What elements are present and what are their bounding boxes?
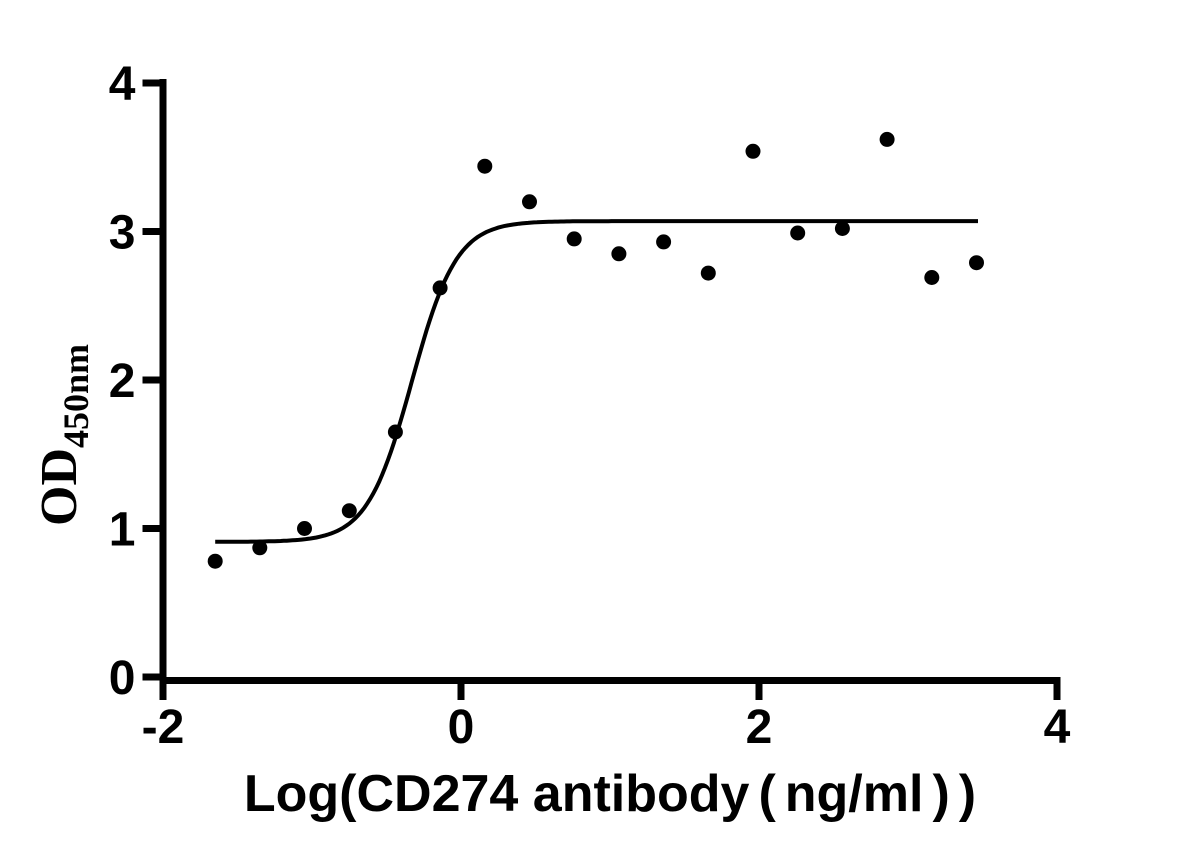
data-point [969, 255, 984, 271]
x-tick-label: -2 [142, 701, 185, 754]
data-point [700, 265, 716, 281]
data-point [924, 270, 940, 285]
x-axis-title: Log(CD274 antibody(ng/ml)) [163, 764, 1057, 824]
data-points-group [207, 131, 984, 569]
data-point [834, 221, 850, 236]
y-tick [142, 79, 160, 87]
x-tick-label: 2 [746, 701, 773, 754]
y-tick [142, 673, 160, 681]
x-tick [457, 684, 465, 700]
data-point [522, 194, 537, 210]
data-point [387, 424, 403, 440]
x-tick [1053, 684, 1061, 700]
y-tick-label: 1 [109, 504, 136, 557]
data-point [207, 553, 223, 569]
x-tick-label: 0 [448, 701, 475, 754]
y-tick [142, 376, 160, 384]
y-tick-label: 2 [109, 355, 136, 408]
data-point [790, 225, 806, 241]
x-tick-label: 4 [1044, 701, 1071, 754]
x-tick [159, 684, 167, 700]
data-point [432, 280, 448, 296]
data-point [297, 521, 312, 536]
data-point [566, 231, 582, 247]
sigmoidal-fit-curve [215, 219, 978, 544]
x-tick [755, 684, 763, 700]
data-point [611, 246, 627, 262]
x-axis-line [159, 677, 1061, 684]
data-point [879, 131, 895, 147]
y-tick-label: 3 [109, 207, 136, 260]
y-axis-title-base: OD [31, 448, 88, 526]
y-axis-title: OD450nm [31, 344, 96, 526]
fit-curve-group [215, 219, 978, 544]
y-tick [142, 228, 160, 235]
x-axis-title-text: Log(CD274 antibody(ng/ml)) [243, 765, 977, 823]
y-tick [142, 525, 160, 532]
data-point [477, 158, 493, 174]
y-tick-label: 4 [109, 58, 136, 111]
y-axis-line [159, 79, 167, 685]
data-point [656, 234, 672, 250]
data-point [341, 503, 357, 519]
data-point [252, 540, 268, 556]
y-axis-title-subscript: 450nm [56, 344, 96, 448]
y-tick-label: 0 [109, 652, 136, 705]
data-point [745, 143, 761, 159]
